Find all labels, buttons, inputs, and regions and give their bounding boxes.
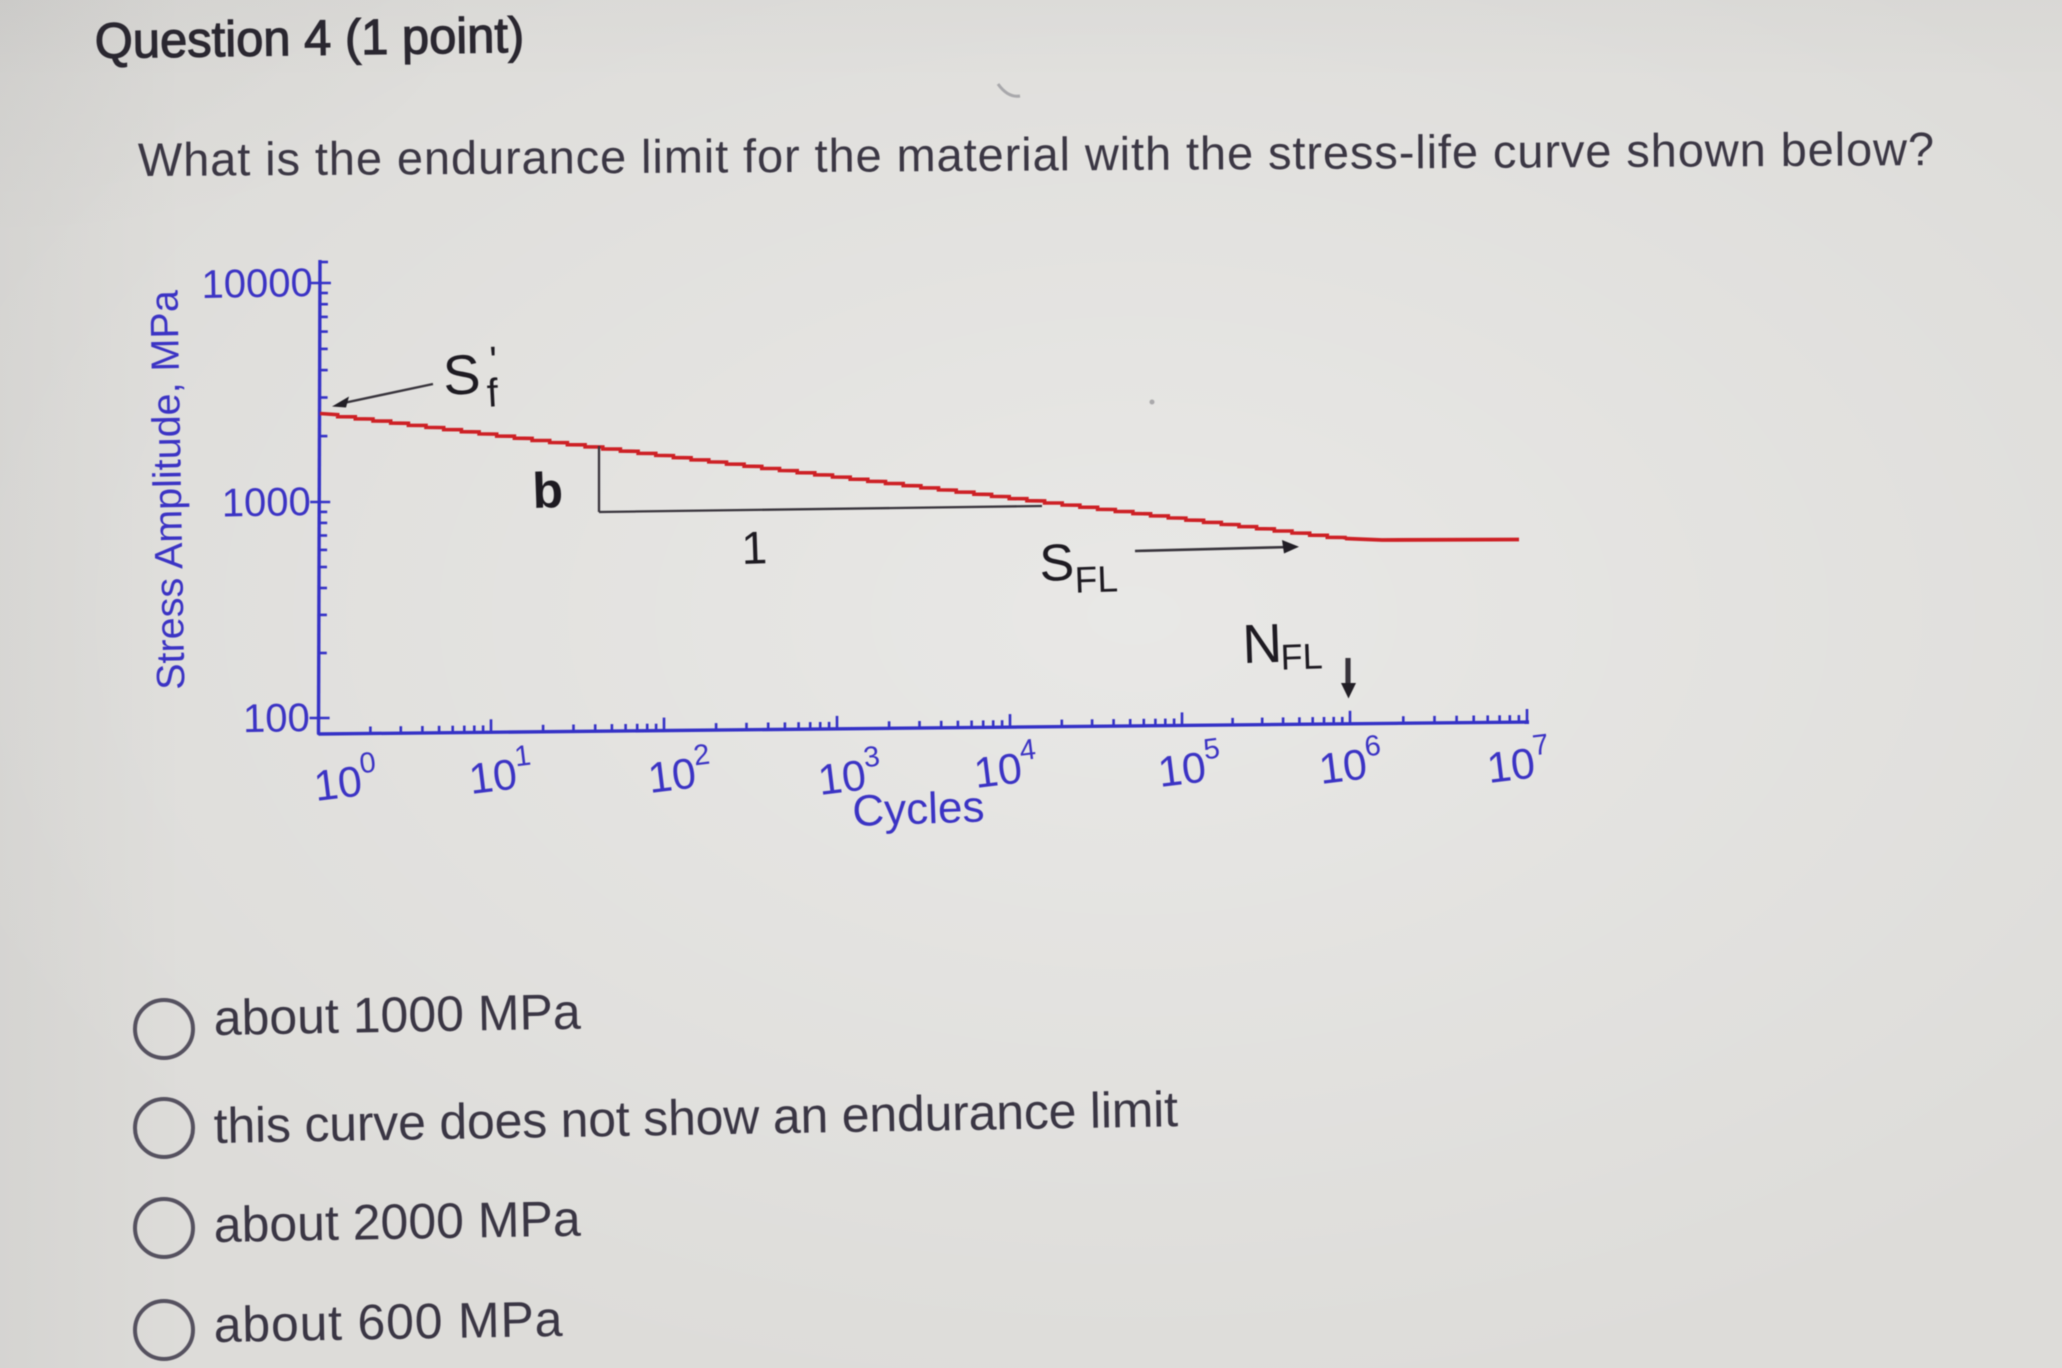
svg-text:105: 105 [1154,733,1224,797]
svg-text:1000: 1000 [221,480,311,526]
svg-text:NFL: NFL [1241,610,1323,679]
svg-text:Cycles: Cycles [851,782,985,836]
svg-text:106: 106 [1315,730,1385,794]
svg-text:102: 102 [644,739,714,803]
svg-text:SFL: SFL [1038,532,1118,602]
svg-text:10000: 10000 [201,261,313,307]
svg-text:100: 100 [243,696,311,741]
svg-text:107: 107 [1483,729,1553,793]
svg-text:Stress Amplitude, MPa: Stress Amplitude, MPa [142,290,193,690]
svg-text:1: 1 [741,521,768,574]
svg-text:S'f: S'f [441,339,500,418]
svg-text:100: 100 [310,747,380,811]
svg-text:b: b [531,462,563,519]
svg-text:101: 101 [465,740,535,804]
